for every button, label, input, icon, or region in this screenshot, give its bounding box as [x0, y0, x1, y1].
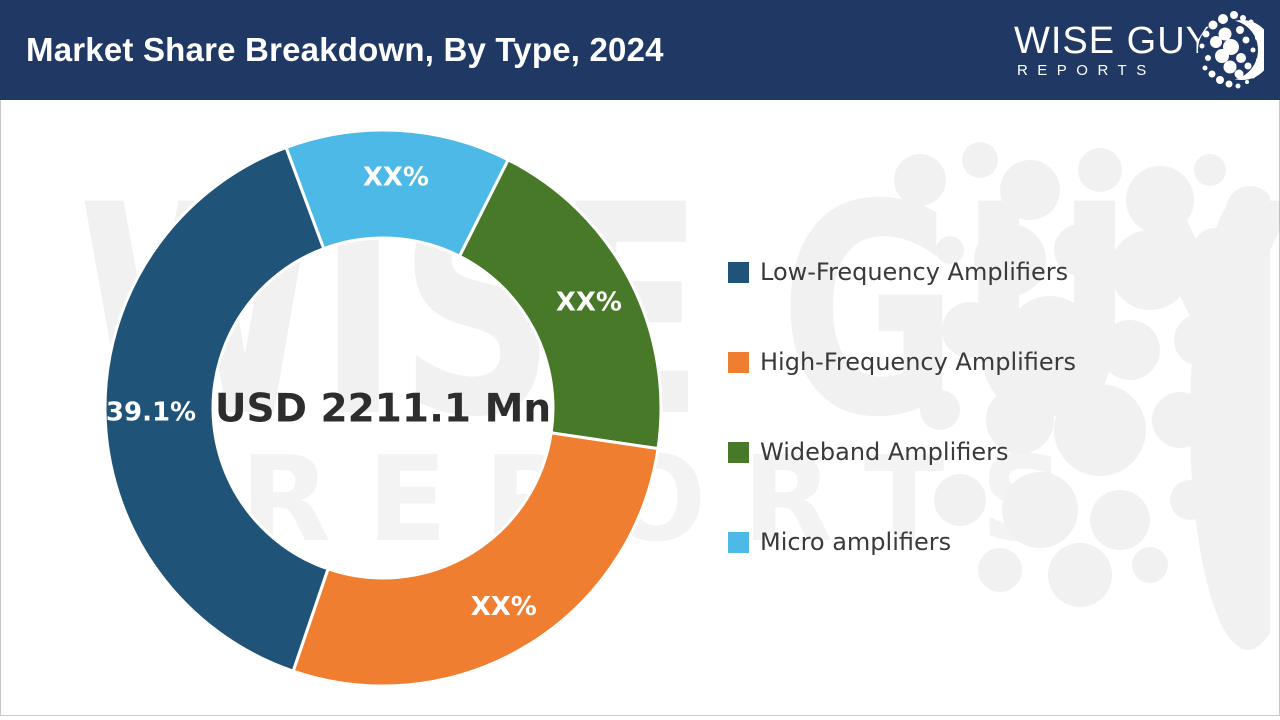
donut-segments: [103, 128, 663, 688]
legend-label: Micro amplifiers: [760, 528, 952, 556]
legend-swatch-high-frequency: [728, 351, 749, 373]
legend-item-high-frequency: High-Frequency Amplifiers: [728, 348, 1076, 376]
segment-value-label-high-frequency-amplifiers: XX%: [471, 592, 537, 622]
brand-logo: WISE GUY REPORTS: [1014, 8, 1264, 92]
brand-face-icon: [1198, 11, 1264, 89]
legend-label: Low-Frequency Amplifiers: [760, 258, 1069, 286]
donut-segment-high-frequency-amplifiers: [291, 431, 660, 688]
legend-label: Wideband Amplifiers: [760, 438, 1009, 466]
segment-value-label-wideband-amplifiers: XX%: [556, 287, 622, 317]
legend-item-wideband: Wideband Amplifiers: [728, 438, 1009, 466]
legend-item-micro: Micro amplifiers: [728, 528, 951, 556]
page-title: Market Share Breakdown, By Type, 2024: [26, 31, 664, 68]
donut-segment-wideband-amplifiers: [458, 158, 663, 451]
segment-value-label-low-frequency-amplifiers: 39.1%: [106, 397, 196, 427]
donut-center-value: USD 2211.1 Mn: [215, 387, 551, 432]
brand-logo-subtext: REPORTS: [1016, 62, 1156, 79]
segment-value-label-micro-amplifiers: XX%: [363, 163, 429, 193]
legend-item-low-frequency: Low-Frequency Amplifiers: [728, 258, 1068, 286]
legend-swatch-low-frequency: [728, 261, 749, 283]
header-bar: Market Share Breakdown, By Type, 2024 WI…: [0, 0, 1280, 100]
legend-swatch-wideband: [728, 441, 749, 463]
legend-label: High-Frequency Amplifiers: [760, 348, 1077, 376]
donut-segment-low-frequency-amplifiers: [103, 145, 330, 673]
donut-segment-labels: 39.1% XX% XX% XX%: [106, 163, 622, 623]
donut-chart: 39.1% XX% XX% XX% USD 2211.1 Mn: [103, 128, 663, 688]
brand-logo-wordmark: WISE GUY: [1013, 20, 1212, 62]
legend-swatch-micro: [728, 531, 749, 553]
